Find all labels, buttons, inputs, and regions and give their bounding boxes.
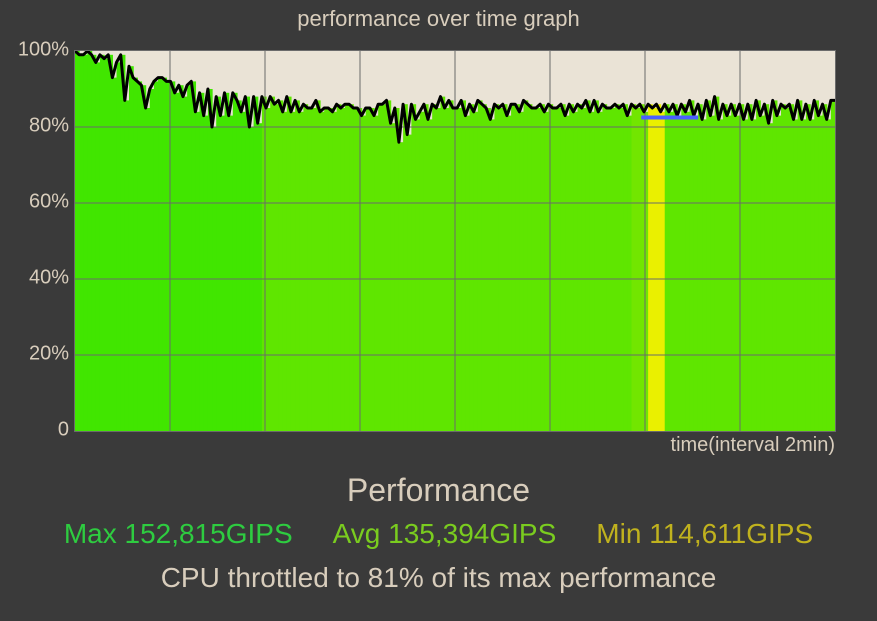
chart-title: performance over time graph <box>0 6 877 32</box>
stat-avg: Avg 135,394GIPS <box>333 518 557 550</box>
stats-row: Max 152,815GIPS Avg 135,394GIPS Min 114,… <box>0 518 877 550</box>
throttle-text: CPU throttled to 81% of its max performa… <box>0 562 877 594</box>
stat-max: Max 152,815GIPS <box>64 518 293 550</box>
y-tick-label: 100% <box>18 39 69 62</box>
stat-min: Min 114,611GIPS <box>596 518 813 550</box>
x-axis-label: time(interval 2min) <box>671 434 835 457</box>
y-tick-label: 0 <box>58 419 69 442</box>
performance-chart <box>74 50 836 432</box>
y-tick-label: 80% <box>29 115 69 138</box>
y-tick-label: 60% <box>29 191 69 214</box>
y-tick-label: 20% <box>29 343 69 366</box>
performance-heading: Performance <box>0 472 877 509</box>
y-tick-label: 40% <box>29 267 69 290</box>
